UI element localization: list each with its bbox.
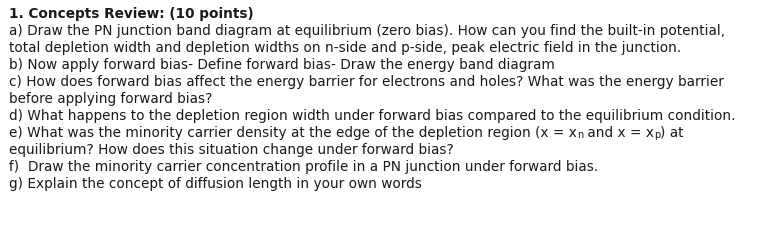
Text: 1. Concepts Review: (10 points): 1. Concepts Review: (10 points): [9, 7, 254, 21]
Text: before applying forward bias?: before applying forward bias?: [9, 92, 212, 106]
Text: d) What happens to the depletion region width under forward bias compared to the: d) What happens to the depletion region …: [9, 109, 736, 123]
Text: b) Now apply forward bias- Define forward bias- Draw the energy band diagram: b) Now apply forward bias- Define forwar…: [9, 58, 555, 72]
Text: p: p: [654, 130, 661, 140]
Text: f)  Draw the minority carrier concentration profile in a PN junction under forwa: f) Draw the minority carrier concentrati…: [9, 160, 598, 174]
Text: c) How does forward bias affect the energy barrier for electrons and holes? What: c) How does forward bias affect the ener…: [9, 75, 724, 89]
Text: total depletion width and depletion widths on n-side and p-side, peak electric f: total depletion width and depletion widt…: [9, 41, 681, 55]
Text: e) What was the minority carrier density at the edge of the depletion region (x : e) What was the minority carrier density…: [9, 126, 577, 140]
Text: a) Draw the PN junction band diagram at equilibrium (zero bias). How can you fin: a) Draw the PN junction band diagram at …: [9, 24, 725, 38]
Text: n: n: [577, 130, 583, 140]
Text: g) Explain the concept of diffusion length in your own words: g) Explain the concept of diffusion leng…: [9, 177, 422, 191]
Text: ) at: ) at: [661, 126, 684, 140]
Text: equilibrium? How does this situation change under forward bias?: equilibrium? How does this situation cha…: [9, 143, 454, 157]
Text: and x = x: and x = x: [583, 126, 654, 140]
